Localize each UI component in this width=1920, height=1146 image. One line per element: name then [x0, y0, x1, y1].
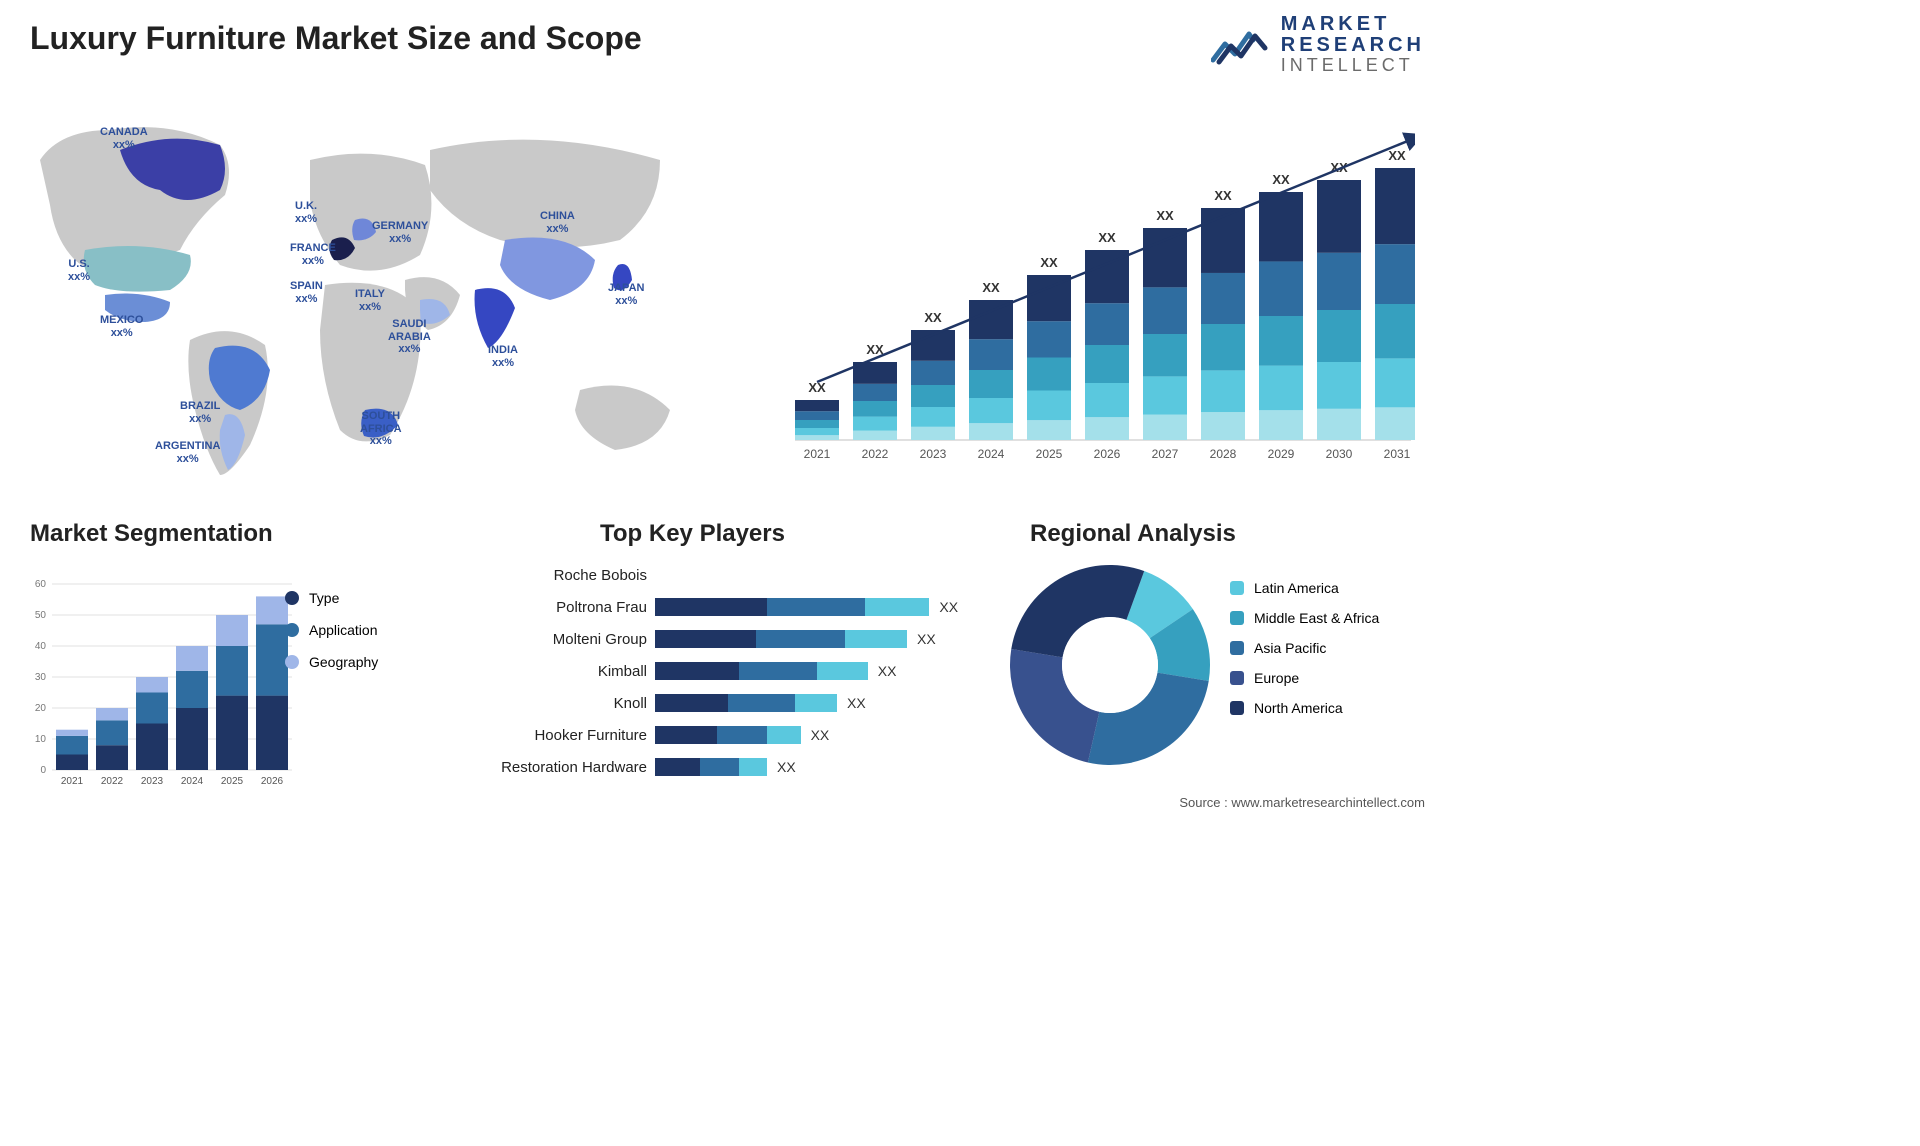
svg-text:10: 10 — [35, 734, 47, 745]
svg-text:2025: 2025 — [221, 776, 244, 787]
key-players-title: Top Key Players — [600, 520, 785, 548]
svg-text:2030: 2030 — [1326, 447, 1353, 461]
segmentation-legend-item: Application — [285, 622, 378, 638]
map-label-canada: CANADAxx% — [100, 126, 148, 151]
svg-text:XX: XX — [1214, 188, 1232, 203]
key-player-row: Hooker FurnitureXX — [480, 720, 960, 750]
svg-text:XX: XX — [1272, 172, 1290, 187]
map-label-uk: U.K.xx% — [295, 200, 317, 225]
svg-text:2021: 2021 — [61, 776, 84, 787]
segmentation-legend: Type Application Geography — [285, 590, 378, 686]
map-label-us: U.S.xx% — [68, 258, 90, 283]
svg-text:20: 20 — [35, 703, 47, 714]
map-label-france: FRANCExx% — [290, 242, 336, 267]
segmentation-legend-item: Type — [285, 590, 378, 606]
market-size-chart: 2021 XX 2022 XX 2023 XX 2024 XX 2025 XX 2026 XX 2027… — [775, 100, 1415, 480]
map-label-safrica: SOUTHAFRICAxx% — [360, 410, 402, 448]
source-text: Source : www.marketresearchintellect.com — [1179, 795, 1425, 810]
key-player-row: Poltrona FrauXX — [480, 592, 960, 622]
key-players-chart: Roche BoboisPoltrona FrauXXMolteni Group… — [480, 560, 960, 785]
map-label-mexico: MEXICOxx% — [100, 314, 143, 339]
regional-title: Regional Analysis — [1030, 520, 1236, 548]
key-player-row: Restoration HardwareXX — [480, 752, 960, 782]
regional-legend: Latin America Middle East & Africa Asia Pa… — [1230, 580, 1379, 730]
map-label-japan: JAPANxx% — [608, 282, 644, 307]
svg-text:XX: XX — [1098, 230, 1116, 245]
key-player-row: Molteni GroupXX — [480, 624, 960, 654]
map-label-germany: GERMANYxx% — [372, 220, 428, 245]
svg-text:2023: 2023 — [141, 776, 164, 787]
svg-text:XX: XX — [1388, 148, 1406, 163]
svg-text:2025: 2025 — [1036, 447, 1063, 461]
svg-text:2026: 2026 — [261, 776, 284, 787]
svg-text:2024: 2024 — [978, 447, 1005, 461]
svg-text:40: 40 — [35, 641, 47, 652]
svg-text:2022: 2022 — [862, 447, 889, 461]
svg-text:2027: 2027 — [1152, 447, 1179, 461]
map-label-brazil: BRAZILxx% — [180, 400, 220, 425]
regional-legend-item: Latin America — [1230, 580, 1379, 596]
svg-text:XX: XX — [1156, 208, 1174, 223]
brand-line1: MARKET — [1281, 14, 1425, 35]
map-label-spain: SPAINxx% — [290, 280, 323, 305]
regional-legend-item: Middle East & Africa — [1230, 610, 1379, 626]
brand-logo-icon — [1211, 20, 1269, 68]
svg-text:2031: 2031 — [1384, 447, 1411, 461]
map-label-saudi: SAUDIARABIAxx% — [388, 318, 431, 356]
svg-text:2026: 2026 — [1094, 447, 1121, 461]
key-player-name: Hooker Furniture — [480, 727, 655, 744]
segmentation-title: Market Segmentation — [30, 520, 273, 548]
key-player-row: Roche Bobois — [480, 560, 960, 590]
key-player-name: Molteni Group — [480, 631, 655, 648]
key-player-name: Poltrona Frau — [480, 599, 655, 616]
map-label-italy: ITALYxx% — [355, 288, 385, 313]
key-player-name: Kimball — [480, 663, 655, 680]
svg-text:2028: 2028 — [1210, 447, 1237, 461]
key-player-name: Restoration Hardware — [480, 759, 655, 776]
key-player-row: KnollXX — [480, 688, 960, 718]
world-map: CANADAxx% U.S.xx% MEXICOxx% BRAZILxx% ARGENT… — [20, 90, 700, 490]
svg-text:XX: XX — [982, 280, 1000, 295]
svg-text:2024: 2024 — [181, 776, 204, 787]
svg-text:2023: 2023 — [920, 447, 947, 461]
brand-line3: INTELLECT — [1281, 56, 1425, 75]
svg-text:2021: 2021 — [804, 447, 831, 461]
svg-text:2022: 2022 — [101, 776, 124, 787]
map-label-india: INDIAxx% — [488, 344, 518, 369]
svg-text:30: 30 — [35, 672, 47, 683]
regional-legend-item: Asia Pacific — [1230, 640, 1379, 656]
regional-legend-item: Europe — [1230, 670, 1379, 686]
regional-donut — [1000, 555, 1220, 775]
segmentation-legend-item: Geography — [285, 654, 378, 670]
key-player-name: Knoll — [480, 695, 655, 712]
key-player-name: Roche Bobois — [480, 567, 655, 584]
key-player-row: KimballXX — [480, 656, 960, 686]
page-title: Luxury Furniture Market Size and Scope — [30, 20, 642, 57]
svg-text:50: 50 — [35, 610, 47, 621]
brand-block: MARKET RESEARCH INTELLECT — [1211, 14, 1425, 75]
brand-line2: RESEARCH — [1281, 35, 1425, 56]
svg-text:60: 60 — [35, 579, 47, 590]
regional-legend-item: North America — [1230, 700, 1379, 716]
svg-text:0: 0 — [40, 765, 46, 776]
svg-text:XX: XX — [1040, 255, 1058, 270]
svg-text:XX: XX — [924, 310, 942, 325]
map-label-argentina: ARGENTINAxx% — [155, 440, 220, 465]
map-label-china: CHINAxx% — [540, 210, 575, 235]
svg-text:2029: 2029 — [1268, 447, 1295, 461]
